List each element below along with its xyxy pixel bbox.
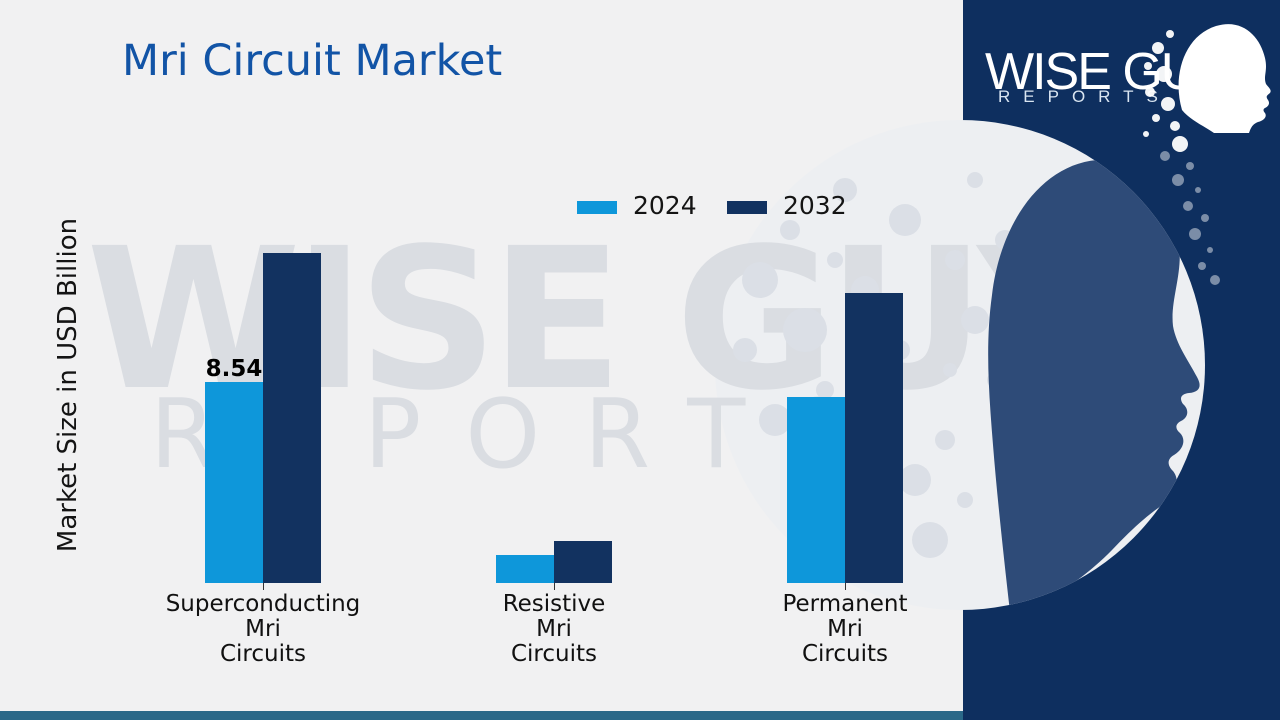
category-line: Resistive: [502, 591, 606, 617]
y-axis-label: Market Size in USD Billion: [53, 217, 83, 553]
bar-2024-superconducting: [205, 382, 263, 583]
bar-2024-resistive: [496, 555, 554, 583]
category-label-permanent: Permanent Mri Circuits: [715, 592, 975, 667]
logo-reports-text: REPORTS: [998, 87, 1171, 106]
footer-bar: [0, 711, 963, 720]
category-line: Circuits: [801, 641, 888, 667]
legend-label-2032: 2032: [783, 191, 847, 220]
logo-head-dots: [1143, 30, 1188, 152]
legend-label-2024: 2024: [633, 191, 697, 220]
category-line: Circuits: [510, 641, 597, 667]
bar-2032-superconducting: [263, 253, 321, 583]
x-axis-tick: [263, 583, 264, 590]
bar-2032-permanent: [845, 293, 903, 583]
page-title: Mri Circuit Market: [122, 36, 503, 86]
legend-swatch-2024: [577, 201, 617, 214]
category-label-resistive: Resistive Mri Circuits: [424, 592, 684, 667]
category-line: Circuits: [219, 641, 306, 667]
x-axis-tick: [845, 583, 846, 590]
logo-head-icon: [1143, 24, 1271, 285]
bar-2024-permanent: [787, 397, 845, 583]
legend-swatch-2032: [727, 201, 767, 214]
category-line: Superconducting: [165, 591, 361, 617]
face-profile-icon: [988, 159, 1200, 610]
category-label-superconducting: Superconducting Mri Circuits: [133, 592, 393, 667]
category-line: Mri: [536, 616, 572, 642]
x-axis-tick: [554, 583, 555, 590]
category-line: Mri: [827, 616, 863, 642]
bar-value-label: 8.54: [205, 356, 263, 382]
category-line: Mri: [245, 616, 281, 642]
category-line: Permanent: [782, 591, 908, 617]
logo-trail-dots: [1160, 151, 1220, 285]
bar-2032-resistive: [554, 541, 612, 583]
